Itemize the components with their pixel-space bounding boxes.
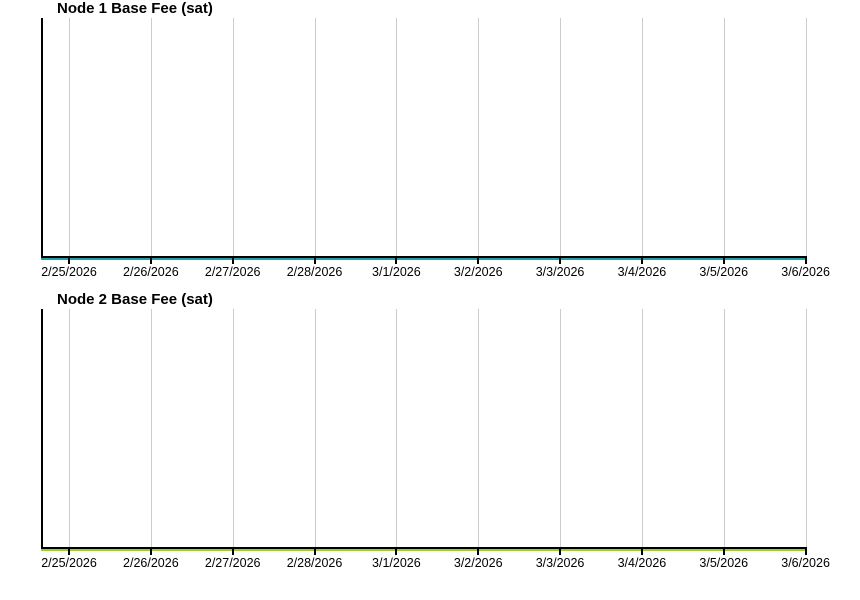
x-axis-label: 2/27/2026 [204, 556, 261, 570]
chart-title: Node 1 Base Fee (sat) [57, 0, 213, 17]
series-line [41, 258, 806, 260]
x-axis-tick [804, 256, 807, 264]
x-axis-label: 2/26/2026 [123, 556, 179, 570]
x-axis-label: 3/3/2026 [535, 556, 585, 570]
gridline [314, 18, 316, 256]
gridline [723, 309, 725, 547]
x-axis-tick [395, 547, 398, 555]
x-axis-tick [722, 547, 725, 555]
node2-base-fee-chart: Node 2 Base Fee (sat) 2/25/2026 2/26/2026… [0, 291, 860, 581]
plot-area [41, 18, 807, 258]
gridline [478, 18, 480, 256]
x-axis-label: 3/6/2026 [781, 265, 830, 279]
x-axis-tick [722, 256, 725, 264]
gridline [560, 18, 562, 256]
x-axis-tick [804, 547, 807, 555]
x-axis-tick [477, 547, 480, 555]
series-line [41, 549, 806, 551]
x-axis-tick [559, 256, 562, 264]
x-axis-tick [68, 256, 70, 264]
x-axis-tick [231, 256, 234, 264]
x-axis-label: 3/1/2026 [372, 556, 421, 570]
x-axis-label: 3/4/2026 [617, 265, 667, 279]
x-axis-label: 3/3/2026 [535, 265, 585, 279]
gridline [69, 309, 70, 547]
x-axis-label: 2/26/2026 [123, 265, 179, 279]
x-axis-tick [477, 256, 480, 264]
x-axis-label: 3/2/2026 [453, 556, 503, 570]
x-axis-tick [313, 547, 316, 555]
x-axis-label: 3/5/2026 [699, 556, 749, 570]
x-axis-label: 2/28/2026 [286, 556, 343, 570]
gridline [314, 309, 316, 547]
x-axis-tick [395, 256, 398, 264]
x-axis-label: 3/5/2026 [699, 265, 749, 279]
x-axis-tick [559, 547, 562, 555]
gridline [69, 18, 70, 256]
node1-base-fee-chart: Node 1 Base Fee (sat) 2/25/2026 2/26/2026… [0, 0, 860, 290]
gridline [805, 18, 807, 256]
gridline [150, 18, 152, 256]
x-axis-label: 2/25/2026 [41, 265, 97, 279]
gridline [723, 18, 725, 256]
gridline [232, 18, 234, 256]
gridline [150, 309, 152, 547]
x-axis-label: 3/1/2026 [372, 265, 421, 279]
gridline [805, 309, 807, 547]
x-axis-label: 3/2/2026 [453, 265, 503, 279]
x-axis-tick [231, 547, 234, 555]
x-axis-label: 2/27/2026 [204, 265, 261, 279]
x-axis-label: 3/6/2026 [781, 556, 830, 570]
x-axis-label: 3/4/2026 [617, 556, 667, 570]
x-axis-tick [313, 256, 316, 264]
x-axis-tick [149, 547, 152, 555]
gridline [396, 309, 398, 547]
gridline [560, 309, 562, 547]
chart-title: Node 2 Base Fee (sat) [57, 291, 213, 308]
gridline [641, 309, 643, 547]
plot-area [41, 309, 807, 549]
x-axis-tick [68, 547, 70, 555]
gridline [478, 309, 480, 547]
x-axis-label: 2/28/2026 [286, 265, 343, 279]
x-axis-label: 2/25/2026 [41, 556, 97, 570]
gridline [396, 18, 398, 256]
gridline [232, 309, 234, 547]
x-axis-tick [640, 547, 643, 555]
gridline [641, 18, 643, 256]
x-axis-tick [149, 256, 152, 264]
x-axis-tick [640, 256, 643, 264]
